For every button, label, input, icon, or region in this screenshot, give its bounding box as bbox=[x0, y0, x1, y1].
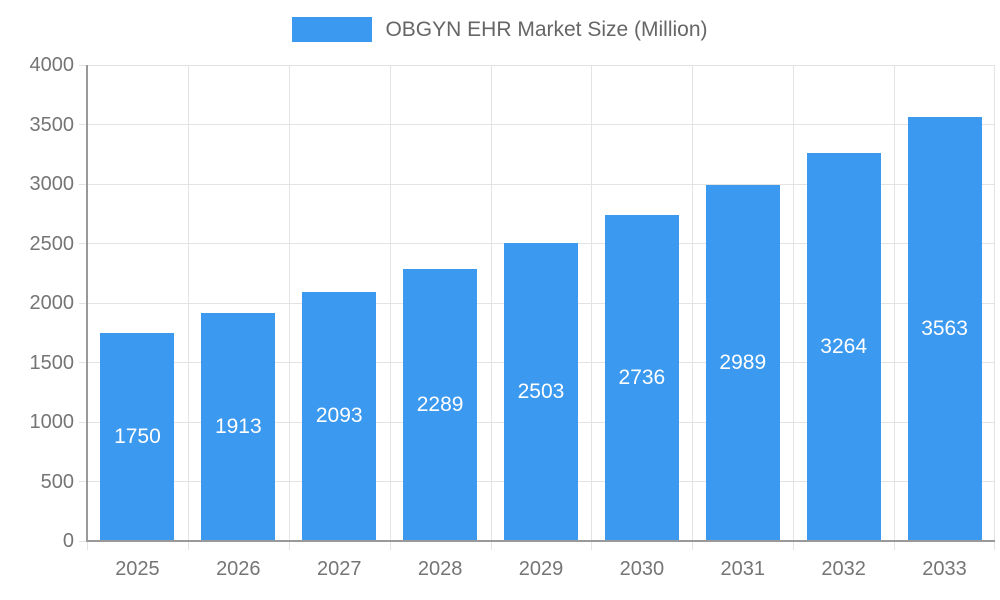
y-tick-label: 1500 bbox=[29, 351, 75, 374]
bar-2028[interactable]: 2289 bbox=[403, 268, 478, 541]
gridline-vertical bbox=[390, 65, 391, 550]
y-tick-label: 2000 bbox=[29, 292, 75, 314]
gridline-vertical bbox=[491, 65, 492, 550]
x-tick-label: 2026 bbox=[216, 558, 261, 580]
gridline-vertical bbox=[188, 65, 189, 550]
bar-value-label: 2736 bbox=[618, 366, 666, 390]
gridline-vertical bbox=[591, 65, 592, 550]
x-tick-label: 2025 bbox=[115, 558, 160, 580]
y-tick-label: 1000 bbox=[29, 411, 75, 433]
bar-2030[interactable]: 2736 bbox=[604, 215, 679, 541]
y-tick-label: 2500 bbox=[29, 232, 75, 255]
gridline-horizontal bbox=[79, 183, 995, 185]
x-tick-label: 2032 bbox=[821, 558, 866, 580]
bar-2031[interactable]: 2989 bbox=[705, 185, 780, 541]
y-tick-label: 500 bbox=[40, 470, 74, 493]
gridline-vertical bbox=[692, 65, 693, 550]
legend-swatch-icon bbox=[292, 17, 373, 42]
y-tick-label: 4000 bbox=[29, 54, 75, 76]
x-tick-label: 2028 bbox=[417, 558, 463, 580]
bar-2025[interactable]: 1750 bbox=[100, 332, 175, 541]
gridline-vertical bbox=[793, 65, 794, 550]
legend-label: OBGYN EHR Market Size (Million) bbox=[385, 17, 708, 41]
gridline-horizontal bbox=[79, 124, 995, 125]
x-tick-label: 2027 bbox=[316, 558, 362, 580]
bar-2033[interactable]: 3563 bbox=[907, 117, 982, 541]
bar-value-label: 2989 bbox=[719, 351, 767, 375]
y-tick-label: 0 bbox=[62, 530, 74, 552]
bar-value-label: 2289 bbox=[416, 392, 464, 416]
y-axis-line bbox=[86, 65, 88, 541]
y-axis-labels: 0 500 1000 1500 2000 2500 3000 3500 4000 bbox=[0, 54, 75, 552]
bar-2026[interactable]: 1913 bbox=[201, 313, 276, 541]
y-tick-label: 3500 bbox=[29, 113, 75, 136]
x-axis-labels: 2025 2026 2027 2028 2029 2030 2031 2032 2033 bbox=[87, 556, 995, 582]
gridline-vertical bbox=[994, 65, 995, 550]
bar-value-label: 2093 bbox=[315, 404, 363, 428]
gridline-vertical bbox=[289, 65, 290, 550]
bar-2029[interactable]: 2503 bbox=[504, 243, 578, 541]
gridline-horizontal bbox=[79, 64, 995, 66]
x-tick-label: 2030 bbox=[619, 558, 665, 580]
chart-legend[interactable]: OBGYN EHR Market Size (Million) bbox=[0, 17, 1000, 42]
bar-value-label: 3563 bbox=[921, 317, 968, 340]
x-tick-label: 2033 bbox=[922, 558, 967, 580]
bar-value-label: 1750 bbox=[114, 424, 161, 448]
gridline-vertical bbox=[894, 65, 895, 550]
x-axis-line bbox=[86, 540, 995, 542]
x-tick-label: 2031 bbox=[720, 558, 766, 580]
y-tick-label: 3000 bbox=[29, 173, 75, 195]
bar-value-label: 2503 bbox=[517, 380, 565, 404]
bar-value-label: 3264 bbox=[820, 334, 868, 358]
bar-2027[interactable]: 2093 bbox=[302, 291, 377, 541]
plot-area: 1750 1913 2093 2289 2503 2736 2989 3264 3563 bbox=[79, 64, 995, 550]
bar-2032[interactable]: 3264 bbox=[806, 152, 881, 541]
bar-value-label: 1913 bbox=[214, 415, 262, 439]
x-tick-label: 2029 bbox=[518, 558, 564, 580]
